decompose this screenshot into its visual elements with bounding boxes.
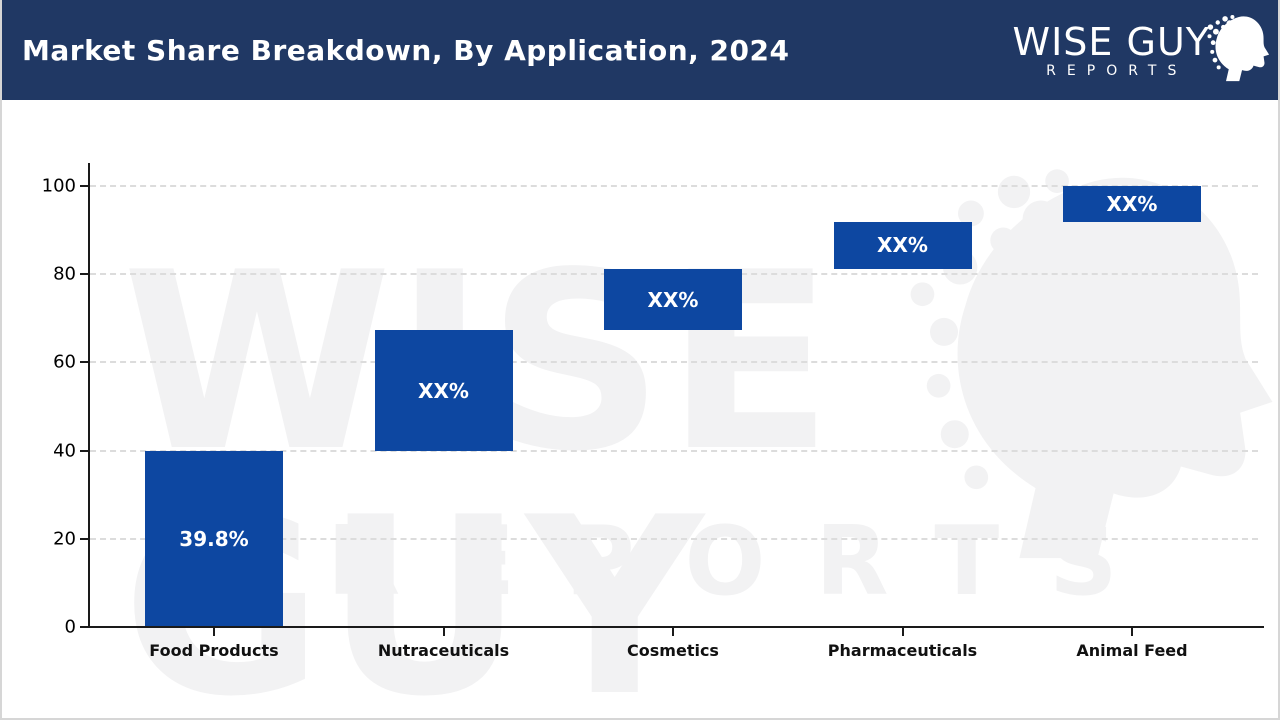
bar-label-food-products: 39.8% xyxy=(179,527,249,552)
logo-text: WISE GUY REPORTS xyxy=(1013,23,1210,78)
logo-wordmark: WISE GUY xyxy=(1012,19,1210,64)
y-tick-label-80: 80 xyxy=(53,263,76,285)
x-tick-label-nutraceuticals: Nutraceuticals xyxy=(377,641,510,660)
x-tick-label-animal-feed: Animal Feed xyxy=(1076,641,1188,660)
y-tick-label-20: 20 xyxy=(53,528,76,550)
bar-food-products xyxy=(145,451,283,627)
bar-label-animal-feed: XX% xyxy=(1106,191,1158,216)
grid-line-20 xyxy=(90,537,1258,540)
y-tick-label-0: 0 xyxy=(64,616,76,638)
x-tick-pharmaceuticals xyxy=(901,627,904,636)
logo-subtitle: REPORTS xyxy=(1046,62,1188,79)
header-bar: Market Share Breakdown, By Application, … xyxy=(2,0,1280,100)
bar-label-pharmaceuticals: XX% xyxy=(877,233,928,258)
x-tick-label-pharmaceuticals: Pharmaceuticals xyxy=(827,641,978,660)
bar-nutraceuticals xyxy=(374,330,513,452)
y-tick-0 xyxy=(80,626,88,628)
wise-guy-reports-logo: WISE GUY REPORTS xyxy=(1013,10,1280,90)
y-tick-100 xyxy=(80,185,88,187)
x-tick-nutraceuticals xyxy=(442,627,445,636)
x-tick-label-food-products: Food Products xyxy=(149,641,279,660)
y-tick-label-40: 40 xyxy=(53,440,76,462)
y-tick-40 xyxy=(80,449,88,452)
y-axis-line xyxy=(88,163,90,628)
bar-cosmetics xyxy=(604,268,742,331)
y-tick-20 xyxy=(80,537,88,540)
y-tick-60 xyxy=(80,361,88,364)
bar-animal-feed xyxy=(1063,186,1201,222)
bar-label-nutraceuticals: XX% xyxy=(418,378,469,403)
x-axis-line xyxy=(88,626,1264,628)
grid-line-60 xyxy=(90,361,1258,364)
y-tick-label-100: 100 xyxy=(41,175,76,197)
head-profile-icon xyxy=(1204,10,1270,90)
x-tick-animal-feed xyxy=(1131,627,1133,636)
grid-line-40 xyxy=(90,449,1258,452)
x-tick-food-products xyxy=(213,627,215,636)
bar-pharmaceuticals xyxy=(833,221,972,269)
watermark-subtitle: REPORTS xyxy=(327,507,1168,617)
y-tick-80 xyxy=(80,273,88,276)
grid-line-100 xyxy=(90,185,1258,187)
y-tick-label-60: 60 xyxy=(53,351,76,373)
x-tick-cosmetics xyxy=(672,627,674,636)
bar-label-cosmetics: XX% xyxy=(647,287,699,312)
x-tick-label-cosmetics: Cosmetics xyxy=(627,641,719,660)
page-title: Market Share Breakdown, By Application, … xyxy=(22,33,790,67)
